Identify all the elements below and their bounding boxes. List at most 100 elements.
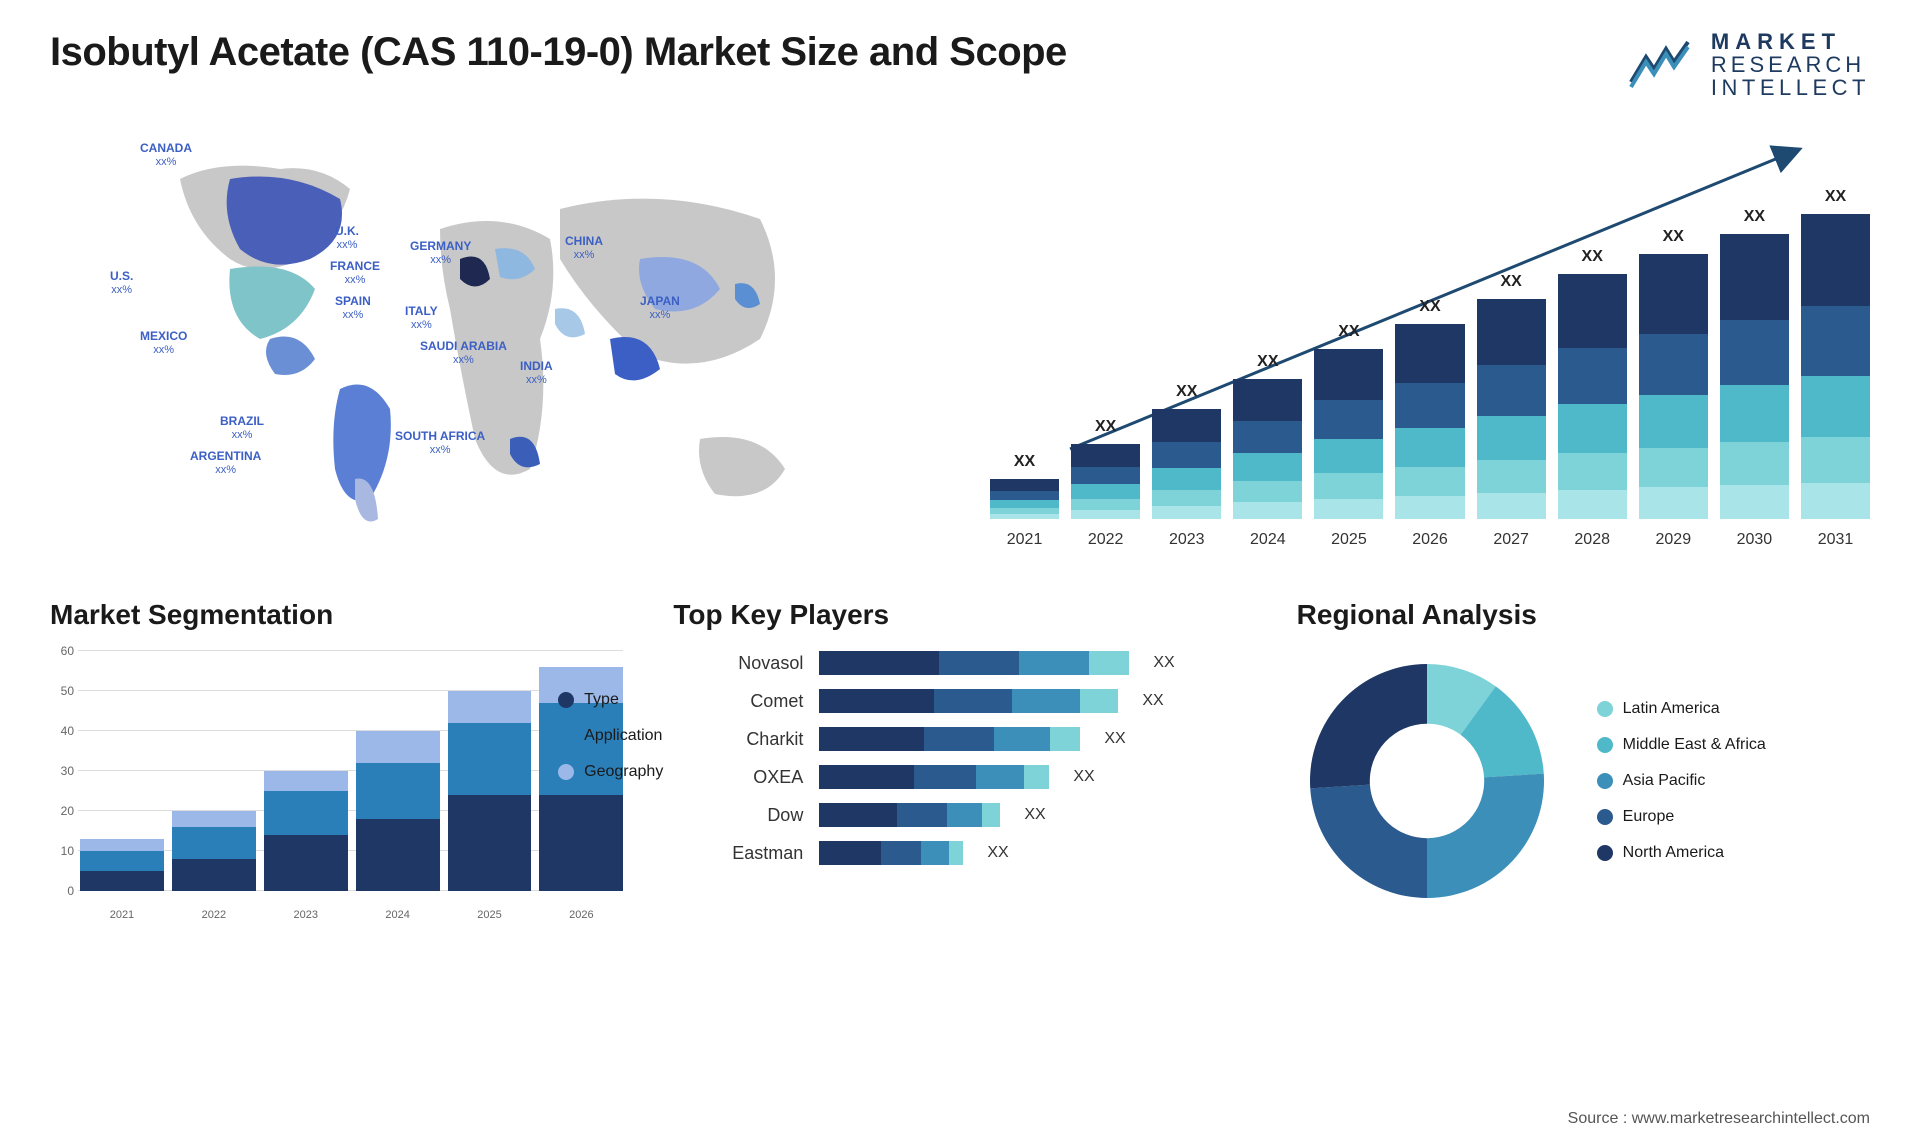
seg-segment [80,851,164,871]
keyplayer-name: OXEA [693,767,803,788]
bar-segment [1477,493,1546,519]
bar-value: XX [1639,228,1708,246]
main-bar: XX [1314,349,1383,519]
kp-segment [819,727,924,751]
main-bar: XX [1233,379,1302,519]
seg-segment [172,859,256,891]
page-title: Isobutyl Acetate (CAS 110-19-0) Market S… [50,30,1067,75]
map-label: SPAINxx% [335,294,371,322]
logo-text-3: INTELLECT [1711,76,1870,99]
donut-slice [1427,774,1544,898]
seg-segment [80,871,164,891]
keyplayers-list: NovasolXXCometXXCharkitXXOXEAXXDowXXEast… [673,651,1246,865]
legend-label: Geography [584,763,663,781]
bar-segment [1720,485,1789,519]
legend-label: Application [584,727,662,745]
keyplayer-value: XX [987,844,1008,862]
main-bar: XX [1720,234,1789,519]
legend-label: North America [1623,844,1724,862]
bar-value: XX [1558,248,1627,266]
bar-segment [1071,510,1140,519]
bar-value: XX [1233,353,1302,371]
segmentation-title: Market Segmentation [50,599,623,631]
bar-segment [1720,234,1789,320]
year-label: 2021 [990,531,1059,549]
bar-segment [1801,214,1870,306]
bar-segment [1152,442,1221,467]
keyplayer-row: OXEA XX [693,765,1246,789]
main-bar: XX [1801,214,1870,519]
map-label: INDIAxx% [520,359,553,387]
year-label: 2022 [1071,531,1140,549]
legend-item: Application [558,727,663,745]
legend-label: Middle East & Africa [1623,736,1766,754]
bar-segment [1152,506,1221,519]
seg-segment [264,771,348,791]
bar-value: XX [1071,418,1140,436]
kp-segment [1050,727,1080,751]
bar-value: XX [990,453,1059,471]
bar-segment [1233,421,1302,453]
seg-segment [356,731,440,763]
seg-year: 2025 [448,909,532,921]
kp-segment [939,651,1019,675]
bar-value: XX [1801,188,1870,206]
kp-segment [982,803,1000,827]
main-bar: XX [1558,274,1627,519]
regional-title: Regional Analysis [1297,599,1870,631]
keyplayer-value: XX [1153,654,1174,672]
seg-segment [264,791,348,835]
legend-label: Europe [1623,808,1675,826]
legend-item: Type [558,691,663,709]
map-label: CHINAxx% [565,234,603,262]
bar-segment [1314,473,1383,499]
kp-segment [819,651,939,675]
year-label: 2024 [1233,531,1302,549]
seg-bar [80,839,164,891]
bar-value: XX [1314,323,1383,341]
world-map: CANADAxx%U.S.xx%MEXICOxx%BRAZILxx%ARGENT… [50,129,930,549]
seg-segment [172,811,256,827]
kp-segment [1024,765,1049,789]
kp-segment [819,841,881,865]
bar-segment [1395,467,1464,496]
bar-segment [1639,487,1708,519]
bar-segment [1395,383,1464,428]
keyplayer-name: Comet [693,691,803,712]
legend-label: Type [584,691,619,709]
map-label: MEXICOxx% [140,329,187,357]
seg-bar [264,771,348,891]
map-label: SAUDI ARABIAxx% [420,339,507,367]
bar-segment [1395,496,1464,519]
map-label: ARGENTINAxx% [190,449,261,477]
keyplayer-row: NovasolXX [693,651,1246,675]
kp-segment [1080,689,1118,713]
keyplayer-name: Charkit [693,729,803,750]
regional-legend-item: Asia Pacific [1597,772,1766,790]
map-label: GERMANYxx% [410,239,471,267]
logo-text-2: RESEARCH [1711,53,1870,76]
legend-dot-icon [1597,845,1613,861]
axis-tick: 0 [67,884,74,898]
bar-segment [1233,379,1302,421]
seg-segment [356,819,440,891]
bar-segment [990,514,1059,519]
bar-segment [1314,349,1383,400]
bar-value: XX [1152,383,1221,401]
kp-segment [897,803,947,827]
seg-year: 2023 [264,909,348,921]
legend-dot-icon [1597,737,1613,753]
bar-segment [1801,376,1870,437]
keyplayer-value: XX [1142,692,1163,710]
legend-dot-icon [1597,773,1613,789]
source-text: Source : www.marketresearchintellect.com [1568,1110,1870,1128]
bar-segment [1071,444,1140,467]
keyplayer-row: Comet XX [693,689,1246,713]
bar-segment [1639,334,1708,395]
keyplayer-value: XX [1073,768,1094,786]
kp-segment [921,841,949,865]
seg-segment [539,795,623,891]
bar-segment [1233,481,1302,502]
keyplayer-bar [819,651,1129,675]
legend-label: Asia Pacific [1623,772,1706,790]
